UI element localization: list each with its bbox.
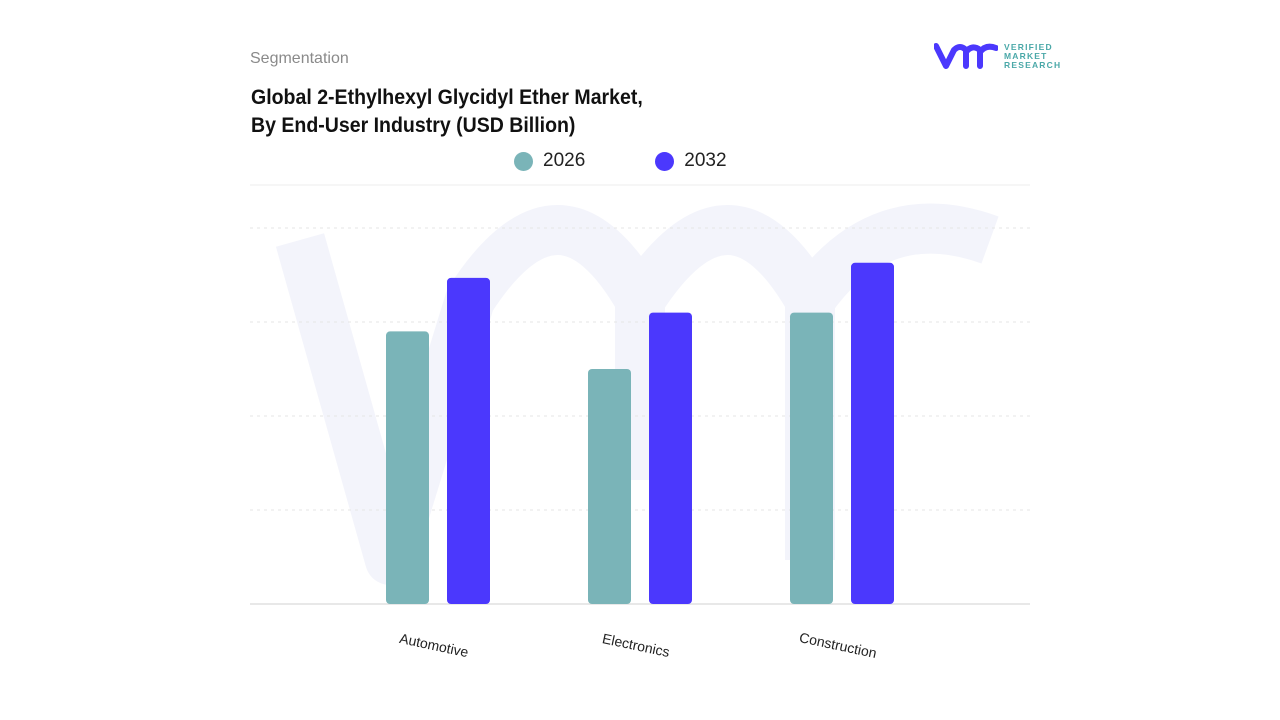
chart-title: Global 2-Ethylhexyl Glycidyl Ether Marke… — [251, 84, 643, 140]
bar-automotive-2026 — [386, 331, 429, 604]
segment-label: Segmentation — [250, 50, 349, 67]
x-tick-label: Electronics — [601, 630, 671, 660]
x-tick-label: Construction — [798, 629, 878, 661]
logo-line-2: MARKET — [1004, 50, 1048, 61]
logo-text: VERIFIED MARKET RESEARCH — [1004, 41, 1062, 70]
legend: 2026 2032 — [514, 150, 727, 172]
bar-electronics-2026 — [588, 369, 631, 604]
vmr-logo-icon — [934, 43, 998, 69]
x-tick-label: Automotive — [398, 630, 470, 660]
title-line-1: Global 2-Ethylhexyl Glycidyl Ether Marke… — [251, 86, 643, 109]
logo-line-3: RESEARCH — [1004, 59, 1062, 70]
vmr-logo: VERIFIED MARKET RESEARCH — [934, 42, 1061, 70]
title-line-2: By End-User Industry (USD Billion) — [251, 114, 576, 137]
legend-item-2032: 2032 — [655, 150, 727, 172]
legend-swatch-2026 — [514, 151, 533, 171]
logo-line-1: VERIFIED — [1004, 41, 1053, 52]
legend-label-2026: 2026 — [543, 150, 586, 171]
bar-construction-2026 — [790, 312, 833, 604]
bar-electronics-2032 — [649, 312, 692, 604]
legend-swatch-2032 — [655, 151, 675, 171]
bar-automotive-2032 — [447, 277, 490, 604]
legend-label-2032: 2032 — [684, 150, 727, 171]
legend-item-2026: 2026 — [514, 150, 585, 172]
bar-construction-2032 — [851, 262, 894, 604]
